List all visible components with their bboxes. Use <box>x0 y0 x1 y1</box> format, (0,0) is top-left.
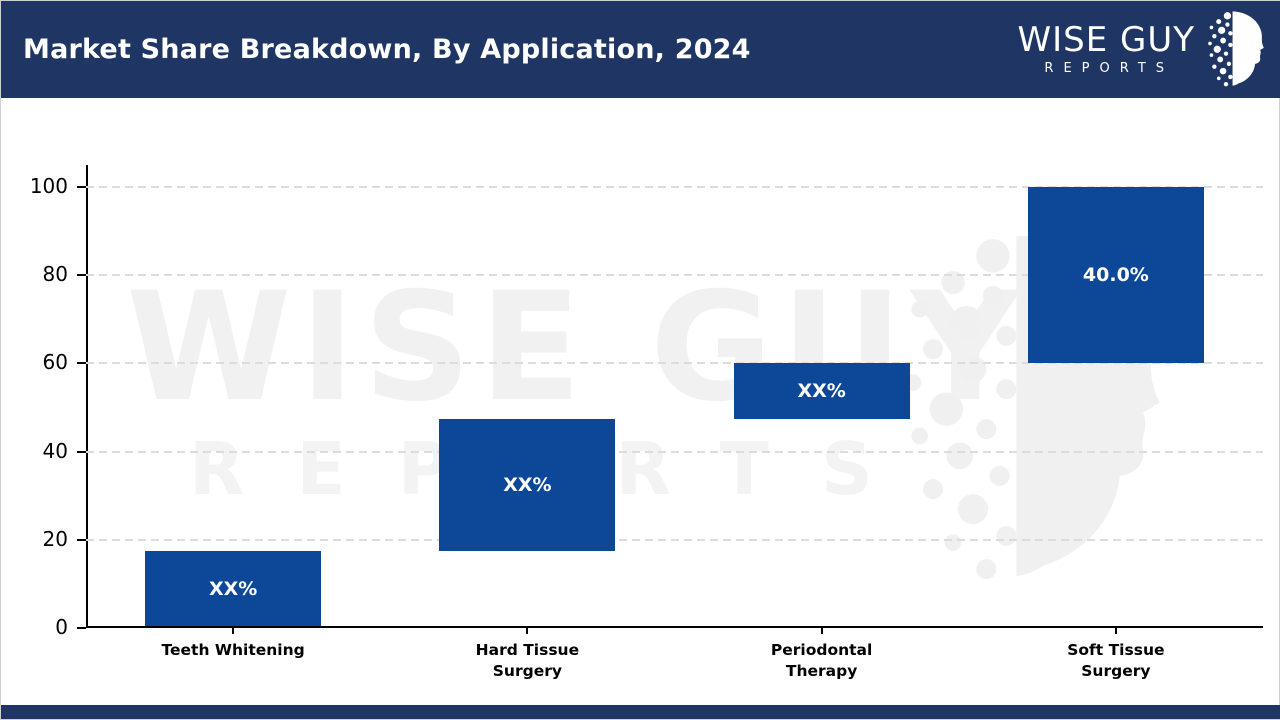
y-tick-mark <box>77 186 86 189</box>
page-title: Market Share Breakdown, By Application, … <box>23 34 751 65</box>
y-tick-label: 0 <box>55 615 68 639</box>
gridline <box>86 538 1263 541</box>
bar-value-label: XX% <box>797 380 846 402</box>
bar-value-label: XX% <box>503 473 552 496</box>
x-tick-mark <box>820 628 823 634</box>
bar-segment: XX% <box>145 550 322 628</box>
x-category-label: Periodontal Therapy <box>770 641 873 680</box>
gridline <box>86 274 1263 277</box>
logo-subtitle: REPORTS <box>1044 61 1175 76</box>
wise-guy-reports-logo: WISE GUY REPORTS <box>1017 10 1267 90</box>
x-tick-mark <box>526 628 529 634</box>
gridline <box>86 362 1263 365</box>
bar-value-label: XX% <box>208 578 258 601</box>
y-tick-label: 20 <box>42 526 68 551</box>
x-category-label: Hard Tissue Surgery <box>475 641 580 680</box>
y-tick-mark <box>77 627 86 629</box>
x-tick-mark <box>1114 628 1117 634</box>
header-bar: Market Share Breakdown, By Application, … <box>1 1 1280 98</box>
y-tick-label: 40 <box>42 438 68 463</box>
y-tick-mark <box>77 274 86 277</box>
logo-wordmark: WISE GUY <box>1017 20 1195 60</box>
x-axis-line <box>86 626 1263 628</box>
x-category-label: Teeth Whitening <box>161 641 305 659</box>
bar-value-label: 40.0% <box>1082 264 1149 287</box>
gridline <box>86 186 1263 189</box>
logo-head-icon <box>1208 10 1264 86</box>
y-tick-label: 60 <box>42 350 68 375</box>
y-tick-label: 100 <box>29 174 68 199</box>
y-tick-mark <box>77 362 86 365</box>
bar-segment: XX% <box>733 363 910 419</box>
y-tick-mark <box>77 450 86 453</box>
x-tick-mark <box>232 628 235 634</box>
gridline <box>86 450 1263 453</box>
bar-segment: XX% <box>439 418 616 551</box>
y-axis-line <box>86 165 88 628</box>
bar-chart-plot-area: 0 20 40 60 80 100 XX% Teeth Whitening XX% Hard Ti… <box>30 165 1263 680</box>
y-tick-label: 80 <box>42 262 68 287</box>
x-category-label: Soft Tissue Surgery <box>1067 641 1165 680</box>
bar-segment: 40.0% <box>1027 187 1204 364</box>
footer-bar <box>1 705 1280 719</box>
y-tick-mark <box>77 538 86 541</box>
